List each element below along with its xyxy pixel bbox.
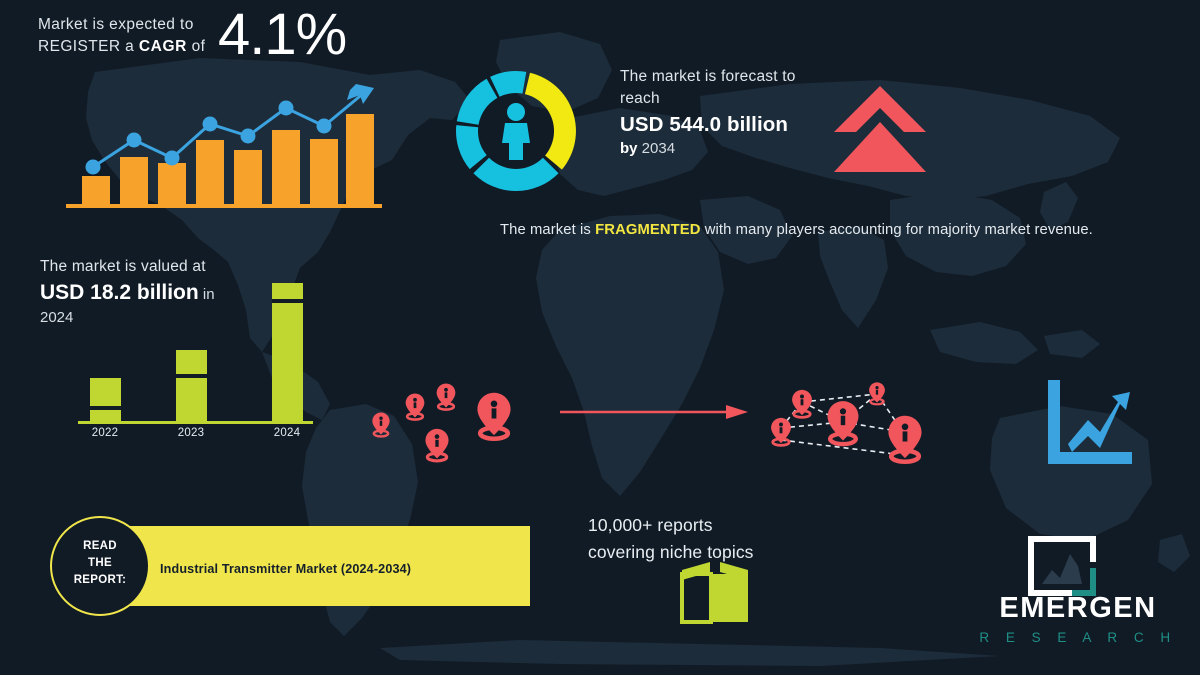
- donut-slice-cyan-1: [473, 157, 559, 192]
- double-up-arrow-icon: [834, 86, 926, 172]
- book-spine: [711, 574, 719, 622]
- forecast-line-1: The market is forecast to: [620, 68, 796, 85]
- bar-2024-divider: [272, 299, 303, 303]
- net-pin-4: [828, 401, 859, 444]
- book-page-left: [680, 572, 713, 624]
- pin-5: [477, 393, 510, 439]
- donut-slice-cyan-2: [456, 125, 487, 170]
- open-book-icon: [680, 562, 748, 624]
- forecast-text-block: The market is forecast to reach USD 544.…: [620, 66, 890, 159]
- pin-2: [404, 392, 426, 421]
- read-report-label: READ THE REPORT:: [50, 538, 150, 589]
- valued-value-line: USD 18.2 billion in: [40, 279, 340, 307]
- bar-2024: [272, 283, 303, 422]
- growth-arrow-line: [1068, 392, 1130, 452]
- book-page-right: [719, 574, 748, 622]
- pin-4: [423, 427, 451, 463]
- read-report-line-1: READ: [83, 540, 117, 552]
- net-pin-3: [769, 416, 793, 447]
- pin-1: [371, 411, 391, 438]
- reports-line-2: covering niche topics: [588, 542, 754, 562]
- logo-square-outline: [1028, 536, 1096, 596]
- report-title: Industrial Transmitter Market (2024-2034…: [160, 562, 412, 576]
- valued-in-label: in: [198, 286, 215, 303]
- cagr-line2-post: of: [186, 38, 206, 55]
- market-value-text-block: The market is valued at USD 18.2 billion…: [40, 255, 340, 329]
- donut-slice-cyan-3: [456, 78, 498, 125]
- bar-label-2022: 2022: [91, 427, 119, 439]
- net-pin-2: [867, 381, 887, 406]
- cagr-line-2: REGISTER a CAGR of: [38, 36, 398, 58]
- logo-name: EMERGEN: [999, 592, 1157, 624]
- forecast-year: 2034: [637, 140, 676, 157]
- forecast-value: USD 544.0 billion: [620, 113, 789, 136]
- person-donut-icon: [456, 71, 576, 192]
- cagr-text-block: Market is expected to REGISTER a CAGR of: [38, 14, 398, 58]
- growth-trend-bar-chart: [66, 84, 382, 208]
- fragmented-statement: The market is FRAGMENTED with many playe…: [500, 218, 1140, 243]
- bar-chart-baseline: [78, 421, 313, 424]
- emergen-square-logo-icon: [1028, 536, 1096, 596]
- bar-label-2024: 2024: [273, 427, 301, 439]
- growth-baseline: [66, 204, 382, 208]
- read-report-circle[interactable]: [50, 516, 150, 616]
- fragmented-pre: The market is: [500, 222, 596, 238]
- cagr-line-1: Market is expected to: [38, 16, 194, 33]
- logo-square-accent: [1072, 568, 1096, 596]
- donut-slice-yellow: [524, 72, 576, 170]
- logo-subtitle: R E S E A R C H: [979, 630, 1177, 645]
- bar-label-2023: 2023: [177, 427, 205, 439]
- book-flap-left: [682, 562, 710, 580]
- growth-bars: [82, 114, 374, 204]
- read-report-line-2: THE: [88, 557, 112, 569]
- reports-line-1: 10,000+ reports: [588, 515, 713, 535]
- net-pin-1: [790, 388, 814, 419]
- valued-year: 2024: [40, 309, 74, 326]
- fragmented-post: with many players accounting for majorit…: [700, 222, 1093, 238]
- growth-arrow-head: [347, 84, 374, 104]
- bar-2022: [90, 378, 121, 422]
- forecast-by-label: by: [620, 140, 638, 157]
- growth-line-markers: [85, 100, 332, 175]
- read-report-line-3: REPORT:: [73, 574, 127, 586]
- location-pins-network-icon: [769, 381, 955, 480]
- read-report-bar[interactable]: [105, 526, 530, 606]
- logo-mountain: [1042, 554, 1082, 584]
- forecast-line-2: reach: [620, 90, 660, 107]
- donut-slice-cyan-4: [490, 71, 527, 97]
- bar-2023-divider: [176, 374, 207, 378]
- cagr-value: 4.1%: [218, 2, 347, 67]
- net-pin-5: [888, 416, 921, 462]
- reports-count-text: 10,000+ reports covering niche topics: [588, 512, 848, 566]
- up-arrow-bottom: [834, 122, 926, 172]
- market-value: USD 18.2 billion: [40, 281, 199, 304]
- fragmented-highlight: FRAGMENTED: [595, 222, 701, 238]
- valued-line-1: The market is valued at: [40, 258, 206, 275]
- pin-3: [435, 382, 457, 411]
- right-arrow-icon: [560, 405, 748, 419]
- person-figure-icon: [502, 103, 530, 160]
- cagr-keyword: CAGR: [138, 38, 187, 55]
- location-pins-scattered-icon: [371, 382, 535, 463]
- growth-axis: [1048, 380, 1132, 464]
- bar-2023: [176, 350, 207, 422]
- bar-2022-divider: [90, 406, 121, 410]
- forecast-year-line: by 2034: [620, 138, 890, 159]
- cagr-line2-pre: REGISTER a: [38, 38, 139, 55]
- growth-chart-icon: [1048, 380, 1132, 464]
- up-arrow-top: [834, 86, 926, 132]
